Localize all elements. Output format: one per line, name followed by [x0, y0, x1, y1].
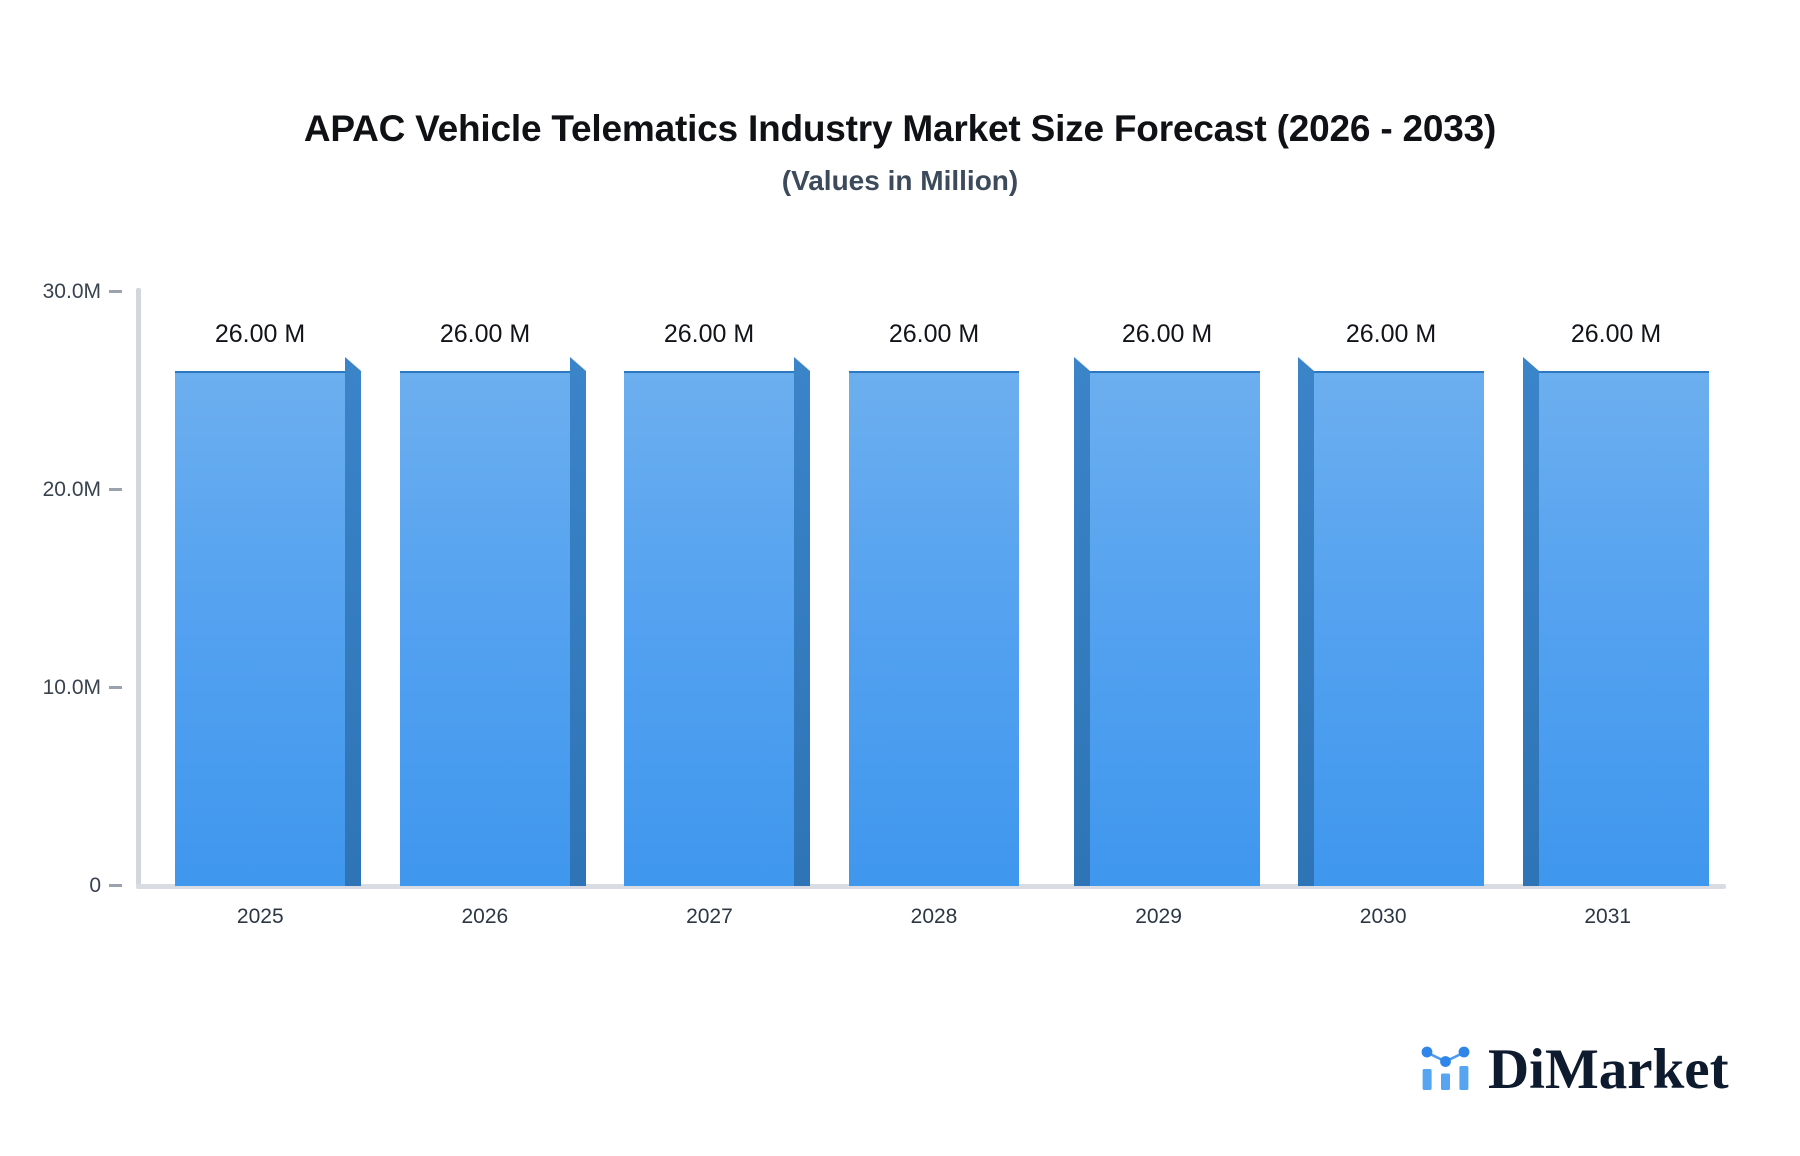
- y-axis-tick-label: 30.0M: [42, 280, 101, 303]
- y-axis-tick: 10.0M: [0, 673, 136, 703]
- bar-side-face: [1298, 357, 1314, 886]
- x-axis-tick-label: 2028: [910, 905, 958, 928]
- bar-side-face: [794, 357, 810, 886]
- y-axis-tick-label: 10.0M: [42, 676, 101, 699]
- y-axis-tick-mark: [109, 487, 122, 491]
- bar-front-face: [1314, 371, 1484, 886]
- bar-front-face: [849, 371, 1019, 886]
- x-axis-tick-label: 2025: [236, 905, 284, 928]
- brand-name: DiMarket: [1488, 1037, 1729, 1101]
- y-axis-line: [136, 288, 141, 888]
- y-axis-tick: 20.0M: [0, 475, 136, 505]
- bar-value-label: 26.00 M: [888, 320, 980, 348]
- y-axis-tick-mark: [109, 685, 122, 689]
- bar-side-face: [1074, 357, 1090, 886]
- bar-item[interactable]: [400, 357, 586, 886]
- bar-side-face: [570, 357, 586, 886]
- bar-item[interactable]: [1523, 357, 1709, 886]
- bar-value-label: 26.00 M: [214, 320, 306, 348]
- brand-logo: DiMarket: [1418, 1036, 1729, 1102]
- x-axis-tick-label: 2026: [461, 905, 509, 928]
- x-axis-line: [136, 884, 1726, 889]
- bar-item[interactable]: [175, 357, 361, 886]
- bar-front-face: [624, 371, 794, 886]
- bar-value-label: 26.00 M: [1121, 320, 1213, 348]
- bar-side-face: [345, 357, 361, 886]
- bar-front-face: [1090, 371, 1260, 886]
- bar-side-face: [1523, 357, 1539, 886]
- bar-item[interactable]: [849, 357, 1035, 886]
- bar-value-label: 26.00 M: [1345, 320, 1437, 348]
- bar-item[interactable]: [1298, 357, 1484, 886]
- bar-value-label: 26.00 M: [439, 320, 531, 348]
- y-axis-tick: 30.0M: [0, 277, 136, 307]
- x-axis-tick-label: 2027: [686, 905, 733, 928]
- chart-subtitle: (Values in Million): [781, 165, 1019, 196]
- bar-chart-dots-icon: [1418, 1039, 1474, 1100]
- x-axis-tick-label: 2031: [1584, 905, 1632, 928]
- y-axis-tick-label: 20.0M: [42, 478, 101, 501]
- bar-front-face: [175, 371, 345, 886]
- chart-title: APAC Vehicle Telematics Industry Market …: [303, 108, 1497, 149]
- x-axis-tick-label: 2030: [1359, 905, 1407, 928]
- y-axis-tick-mark: [109, 289, 122, 293]
- x-axis-tick-label: 2029: [1135, 905, 1182, 928]
- bar-value-label: 26.00 M: [663, 320, 755, 348]
- bar-item[interactable]: [624, 357, 810, 886]
- bar-front-face: [1539, 371, 1709, 886]
- y-axis-tick: 0: [0, 871, 136, 901]
- bar-front-face: [400, 371, 570, 886]
- y-axis-tick-label: 0: [89, 874, 101, 897]
- bar-item[interactable]: [1074, 357, 1260, 886]
- bar-value-label: 26.00 M: [1570, 320, 1662, 348]
- y-axis-tick-mark: [109, 883, 122, 887]
